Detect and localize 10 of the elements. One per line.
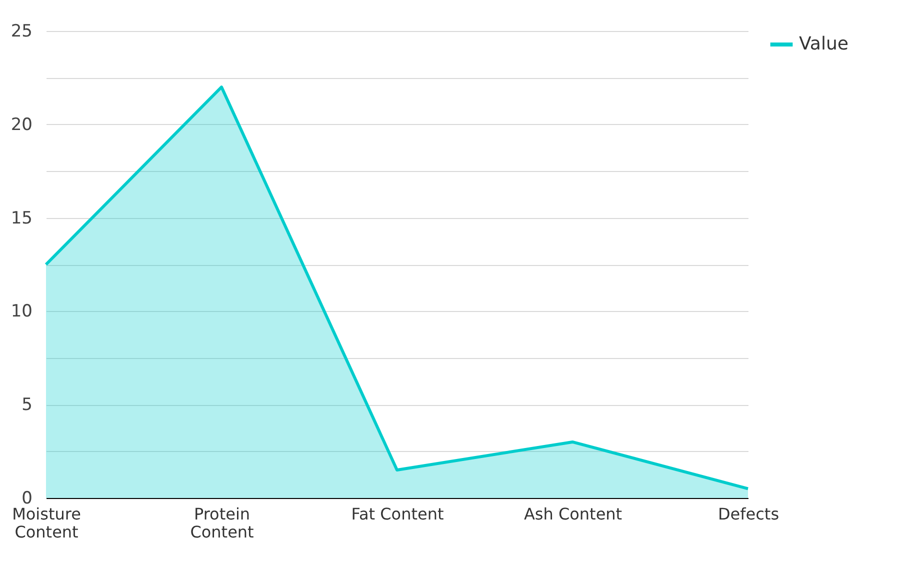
- y-tick-label: 25: [10, 22, 32, 42]
- y-tick-label: 15: [10, 208, 32, 228]
- x-tick-label: Protein Content: [190, 504, 254, 542]
- x-tick-label: Defects: [718, 504, 780, 524]
- x-tick-label: Ash Content: [524, 504, 622, 524]
- y-tick-label: 20: [10, 114, 32, 135]
- x-tick-label: Fat Content: [351, 504, 444, 524]
- legend-label: Value: [799, 34, 848, 54]
- y-tick-label: 5: [22, 395, 32, 416]
- y-tick-label: 10: [10, 302, 32, 322]
